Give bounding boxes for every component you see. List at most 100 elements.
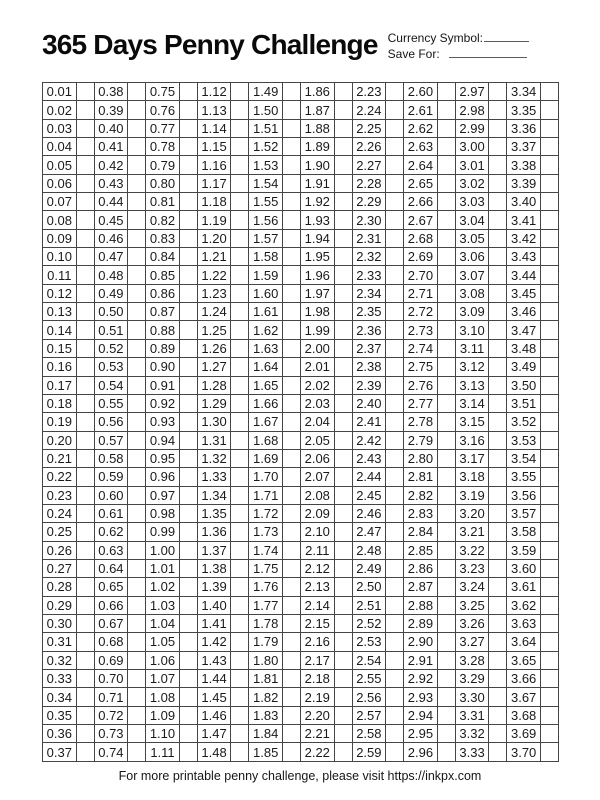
check-cell[interactable] <box>385 283 405 304</box>
check-cell[interactable] <box>178 522 198 542</box>
check-cell[interactable] <box>333 320 353 340</box>
check-cell[interactable] <box>488 338 508 359</box>
check-cell[interactable] <box>333 632 353 652</box>
check-cell[interactable] <box>333 540 353 560</box>
check-cell[interactable] <box>436 467 456 487</box>
check-cell[interactable] <box>488 100 508 120</box>
check-cell[interactable] <box>539 357 559 377</box>
check-cell[interactable] <box>539 265 559 285</box>
check-cell[interactable] <box>281 357 301 377</box>
check-cell[interactable] <box>127 357 147 377</box>
check-cell[interactable] <box>281 320 301 340</box>
check-cell[interactable] <box>281 558 301 579</box>
check-cell[interactable] <box>178 742 198 762</box>
check-cell[interactable] <box>333 485 353 505</box>
check-cell[interactable] <box>230 668 250 689</box>
check-cell[interactable] <box>178 503 198 524</box>
check-cell[interactable] <box>385 724 405 744</box>
check-cell[interactable] <box>127 742 147 762</box>
check-cell[interactable] <box>436 540 456 560</box>
check-cell[interactable] <box>436 577 456 597</box>
check-cell[interactable] <box>75 265 95 285</box>
check-cell[interactable] <box>539 724 559 744</box>
check-cell[interactable] <box>488 467 508 487</box>
check-cell[interactable] <box>281 265 301 285</box>
check-cell[interactable] <box>230 503 250 524</box>
check-cell[interactable] <box>488 632 508 652</box>
check-cell[interactable] <box>178 283 198 304</box>
check-cell[interactable] <box>127 173 147 194</box>
check-cell[interactable] <box>127 320 147 340</box>
check-cell[interactable] <box>488 687 508 707</box>
check-cell[interactable] <box>230 412 250 432</box>
check-cell[interactable] <box>436 595 456 615</box>
check-cell[interactable] <box>436 558 456 579</box>
check-cell[interactable] <box>539 283 559 304</box>
check-cell[interactable] <box>385 173 405 194</box>
check-cell[interactable] <box>333 247 353 267</box>
check-cell[interactable] <box>178 577 198 597</box>
check-cell[interactable] <box>333 393 353 414</box>
check-cell[interactable] <box>230 522 250 542</box>
check-cell[interactable] <box>281 430 301 450</box>
check-cell[interactable] <box>75 467 95 487</box>
check-cell[interactable] <box>75 393 95 414</box>
check-cell[interactable] <box>385 338 405 359</box>
check-cell[interactable] <box>178 687 198 707</box>
check-cell[interactable] <box>230 283 250 304</box>
check-cell[interactable] <box>230 375 250 395</box>
check-cell[interactable] <box>230 228 250 249</box>
check-cell[interactable] <box>75 613 95 634</box>
check-cell[interactable] <box>281 247 301 267</box>
check-cell[interactable] <box>488 485 508 505</box>
check-cell[interactable] <box>127 393 147 414</box>
check-cell[interactable] <box>385 81 405 102</box>
check-cell[interactable] <box>178 357 198 377</box>
check-cell[interactable] <box>333 595 353 615</box>
check-cell[interactable] <box>488 155 508 175</box>
check-cell[interactable] <box>385 320 405 340</box>
check-cell[interactable] <box>230 192 250 212</box>
check-cell[interactable] <box>127 724 147 744</box>
check-cell[interactable] <box>333 577 353 597</box>
check-cell[interactable] <box>333 375 353 395</box>
check-cell[interactable] <box>178 375 198 395</box>
check-cell[interactable] <box>281 210 301 230</box>
check-cell[interactable] <box>333 650 353 671</box>
check-cell[interactable] <box>385 668 405 689</box>
check-cell[interactable] <box>281 228 301 249</box>
check-cell[interactable] <box>127 503 147 524</box>
check-cell[interactable] <box>488 173 508 194</box>
check-cell[interactable] <box>178 724 198 744</box>
check-cell[interactable] <box>539 137 559 157</box>
check-cell[interactable] <box>539 448 559 469</box>
check-cell[interactable] <box>436 632 456 652</box>
check-cell[interactable] <box>436 320 456 340</box>
check-cell[interactable] <box>539 81 559 102</box>
check-cell[interactable] <box>75 595 95 615</box>
check-cell[interactable] <box>127 210 147 230</box>
check-cell[interactable] <box>127 558 147 579</box>
check-cell[interactable] <box>333 357 353 377</box>
check-cell[interactable] <box>178 100 198 120</box>
check-cell[interactable] <box>178 485 198 505</box>
check-cell[interactable] <box>385 448 405 469</box>
check-cell[interactable] <box>539 118 559 139</box>
check-cell[interactable] <box>539 302 559 322</box>
check-cell[interactable] <box>385 210 405 230</box>
check-cell[interactable] <box>436 357 456 377</box>
check-cell[interactable] <box>385 577 405 597</box>
check-cell[interactable] <box>436 705 456 726</box>
check-cell[interactable] <box>75 412 95 432</box>
check-cell[interactable] <box>281 155 301 175</box>
check-cell[interactable] <box>539 742 559 762</box>
check-cell[interactable] <box>75 247 95 267</box>
check-cell[interactable] <box>539 228 559 249</box>
check-cell[interactable] <box>230 558 250 579</box>
check-cell[interactable] <box>178 228 198 249</box>
check-cell[interactable] <box>385 558 405 579</box>
check-cell[interactable] <box>281 118 301 139</box>
check-cell[interactable] <box>230 210 250 230</box>
check-cell[interactable] <box>385 485 405 505</box>
check-cell[interactable] <box>281 522 301 542</box>
